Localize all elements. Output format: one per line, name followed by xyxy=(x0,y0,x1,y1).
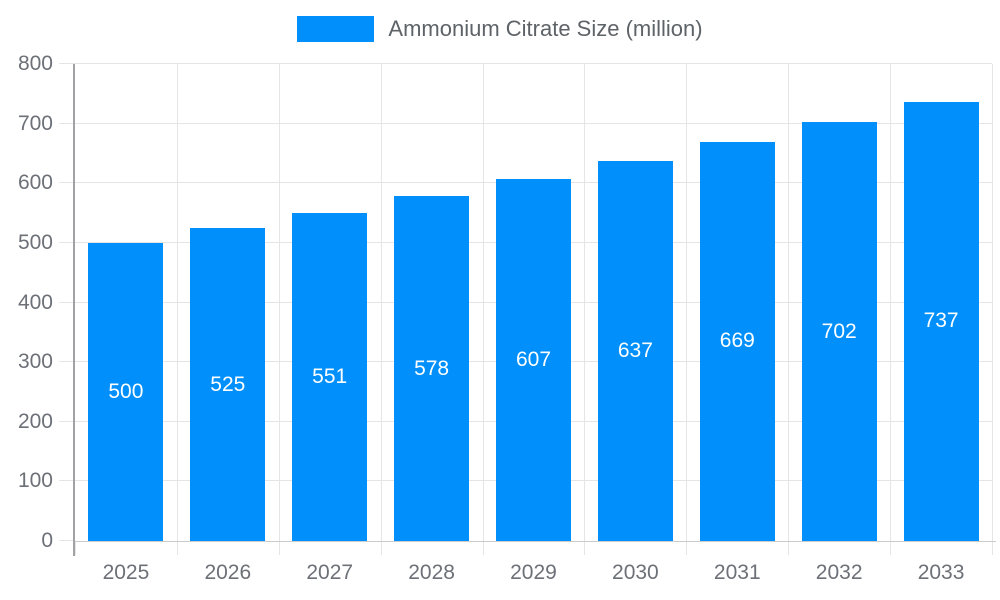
bar-value-label: 737 xyxy=(923,309,959,333)
bar-2027[interactable]: 551 xyxy=(292,212,368,541)
x-axis-tick xyxy=(890,541,891,555)
y-axis-tick xyxy=(59,540,75,541)
bar-2032[interactable]: 702 xyxy=(801,122,877,541)
x-axis-tick xyxy=(177,541,178,555)
x-axis-tick xyxy=(483,541,484,555)
gridline-vertical xyxy=(686,64,687,541)
gridline-vertical xyxy=(381,64,382,541)
x-axis-label: 2033 xyxy=(917,561,965,584)
x-axis-label: 2028 xyxy=(408,561,455,584)
bar-value-label: 578 xyxy=(414,356,450,380)
gridline-horizontal xyxy=(75,63,992,64)
y-axis-tick xyxy=(59,420,75,422)
bar-2031[interactable]: 669 xyxy=(699,142,775,541)
gridline-vertical xyxy=(483,64,484,541)
x-axis-label: 2027 xyxy=(306,561,354,584)
gridline-vertical xyxy=(788,64,789,541)
y-axis-label: 100 xyxy=(17,469,53,493)
y-axis-tick xyxy=(59,301,75,303)
y-axis-label: 400 xyxy=(17,290,53,314)
x-axis-label: 2026 xyxy=(204,561,252,584)
legend[interactable]: Ammonium Citrate Size (million) xyxy=(0,16,1000,42)
x-axis-label: 2030 xyxy=(612,561,659,584)
x-axis-tick xyxy=(75,541,76,555)
bar-value-label: 500 xyxy=(108,379,144,403)
bar-2028[interactable]: 578 xyxy=(394,196,470,541)
x-axis-tick xyxy=(279,541,280,555)
y-axis-line xyxy=(73,64,75,556)
bar-value-label: 702 xyxy=(821,319,857,343)
x-axis-tick xyxy=(788,541,789,555)
y-axis-label: 600 xyxy=(17,171,53,195)
gridline-vertical xyxy=(177,64,178,541)
bar-2025[interactable]: 500 xyxy=(88,242,164,541)
gridline-vertical xyxy=(279,64,280,541)
y-axis-label: 200 xyxy=(17,409,53,433)
bar-value-label: 607 xyxy=(515,348,552,372)
x-axis-line xyxy=(75,541,996,542)
x-axis-tick xyxy=(381,541,382,555)
y-axis-tick xyxy=(59,182,75,184)
y-axis-tick xyxy=(59,63,75,64)
y-axis-tick xyxy=(59,122,75,124)
y-axis-label: 700 xyxy=(17,111,53,135)
x-axis-label: 2025 xyxy=(102,561,150,584)
legend-swatch-icon xyxy=(297,16,375,42)
gridline-vertical xyxy=(890,64,891,541)
y-axis-tick xyxy=(59,241,75,243)
x-axis-tick xyxy=(686,541,687,555)
gridline-vertical xyxy=(992,64,993,541)
bar-value-label: 525 xyxy=(210,372,246,396)
x-axis-label: 2031 xyxy=(713,561,761,584)
bar-2029[interactable]: 607 xyxy=(496,179,571,541)
x-axis-label: 2032 xyxy=(815,561,863,584)
gridline-horizontal xyxy=(75,122,992,124)
x-axis-tick xyxy=(584,541,585,555)
y-axis-tick xyxy=(59,361,75,363)
bar-value-label: 637 xyxy=(617,339,653,363)
bar-2026[interactable]: 525 xyxy=(190,228,266,541)
y-axis-label: 0 xyxy=(41,529,53,552)
legend-label: Ammonium Citrate Size (million) xyxy=(388,16,703,41)
y-axis-label: 500 xyxy=(17,230,53,254)
y-axis-tick xyxy=(59,480,75,482)
bar-value-label: 551 xyxy=(312,364,348,388)
x-axis-label: 2029 xyxy=(510,561,557,584)
plot-area: 0 100 200 300 400 500 600 700 800 500 2025 525 2026 5… xyxy=(18,52,996,584)
bar-2033[interactable]: 737 xyxy=(903,101,979,541)
gridline-vertical xyxy=(584,64,585,541)
bar-value-label: 669 xyxy=(719,329,755,353)
y-axis-label: 800 xyxy=(17,52,53,75)
x-axis-tick xyxy=(992,541,993,555)
y-axis-label: 300 xyxy=(17,350,53,374)
bar-2030[interactable]: 637 xyxy=(597,161,673,541)
